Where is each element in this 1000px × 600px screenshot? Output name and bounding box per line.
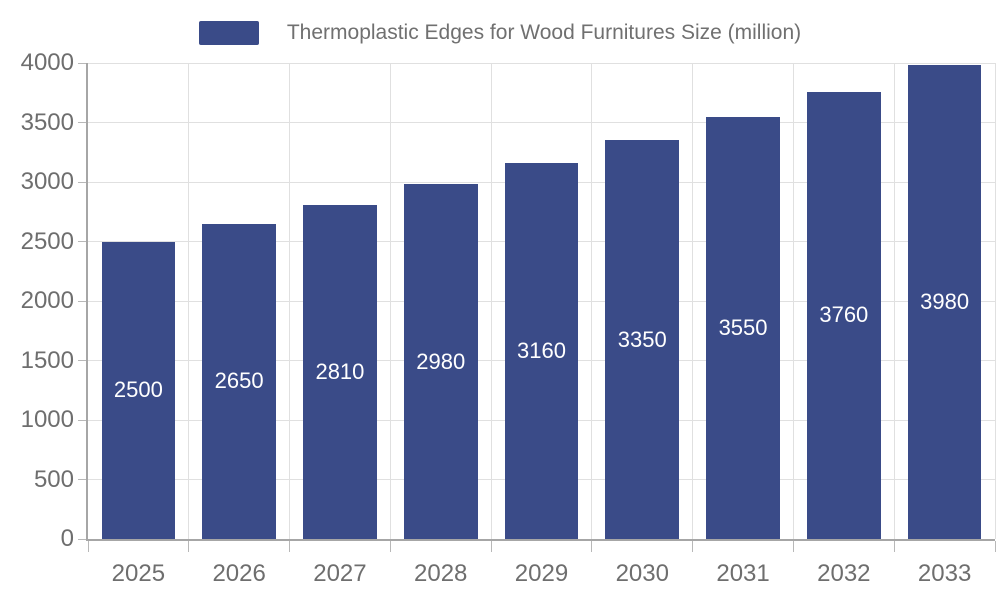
x-axis-tick bbox=[994, 541, 996, 552]
x-axis-tick-label: 2029 bbox=[514, 560, 569, 587]
x-axis-tick bbox=[692, 541, 694, 552]
y-axis-tick-label: 1500 bbox=[20, 346, 74, 374]
bar[interactable]: 3760 bbox=[807, 91, 881, 539]
x-axis-tick bbox=[389, 541, 391, 552]
x-axis-tick bbox=[87, 541, 89, 552]
x-axis-tick bbox=[792, 541, 794, 552]
y-axis-tick-label: 3500 bbox=[20, 108, 74, 136]
y-axis-tick bbox=[78, 538, 88, 540]
x-axis-tick-label: 2025 bbox=[111, 560, 166, 587]
y-axis-tick-label: 4000 bbox=[20, 49, 74, 76]
x-axis-tick-label: 2033 bbox=[917, 560, 972, 587]
y-axis-tick-label: 3000 bbox=[20, 168, 74, 195]
bar-value-label: 2980 bbox=[416, 348, 466, 374]
x-axis-tick bbox=[289, 541, 291, 552]
y-axis-tick bbox=[78, 62, 88, 64]
x-axis-line bbox=[86, 539, 995, 541]
gridline-horizontal bbox=[88, 62, 995, 64]
y-axis-tick bbox=[78, 300, 88, 302]
gridline-vertical bbox=[893, 63, 895, 539]
x-axis-tick-label: 2026 bbox=[212, 560, 266, 587]
bar-value-label: 2810 bbox=[315, 358, 365, 384]
bar-value-label: 2500 bbox=[113, 377, 163, 403]
gridline-vertical bbox=[591, 63, 593, 539]
gridline-vertical bbox=[389, 63, 391, 539]
y-axis-line bbox=[86, 63, 88, 541]
bar-value-label: 3160 bbox=[517, 337, 566, 363]
gridline-vertical bbox=[692, 63, 694, 539]
y-axis-tick bbox=[78, 419, 88, 421]
y-axis-tick bbox=[78, 241, 88, 242]
gridline-vertical bbox=[792, 63, 794, 539]
legend-swatch[interactable] bbox=[198, 21, 259, 45]
gridline-vertical bbox=[490, 63, 492, 539]
bar[interactable]: 2650 bbox=[202, 223, 276, 539]
bar[interactable]: 3350 bbox=[605, 140, 680, 539]
y-axis-tick bbox=[78, 360, 88, 361]
y-axis-tick-label: 2500 bbox=[20, 227, 74, 255]
legend[interactable]: Thermoplastic Edges for Wood Furnitures … bbox=[0, 20, 1000, 46]
x-axis-tick-label: 2032 bbox=[817, 560, 871, 587]
y-axis-tick bbox=[78, 479, 88, 480]
x-axis-tick-label: 2028 bbox=[414, 560, 468, 587]
x-axis-tick-label: 2027 bbox=[313, 560, 367, 587]
bar[interactable]: 2980 bbox=[403, 184, 478, 539]
x-axis-tick-label: 2030 bbox=[615, 560, 669, 587]
gridline-horizontal bbox=[88, 122, 995, 123]
bar[interactable]: 2500 bbox=[101, 241, 176, 539]
x-axis-tick bbox=[893, 541, 895, 552]
bar-value-label: 3350 bbox=[617, 326, 667, 352]
x-axis-tick-label: 2031 bbox=[716, 560, 770, 587]
y-axis-tick-label: 2000 bbox=[20, 287, 74, 314]
y-axis-tick-label: 500 bbox=[33, 465, 74, 493]
x-axis-tick bbox=[591, 541, 593, 552]
legend-label[interactable]: Thermoplastic Edges for Wood Furnitures … bbox=[286, 21, 802, 44]
bar-value-label: 3550 bbox=[718, 314, 768, 340]
bar-value-label: 3980 bbox=[920, 289, 970, 315]
bar[interactable]: 3550 bbox=[706, 116, 780, 539]
gridline-vertical bbox=[289, 63, 291, 539]
y-axis-tick-label: 0 bbox=[60, 525, 74, 552]
gridline-vertical bbox=[188, 63, 190, 539]
bar-value-label: 3760 bbox=[819, 302, 869, 328]
bar-value-label: 2650 bbox=[214, 368, 264, 394]
x-axis-tick bbox=[490, 541, 492, 552]
bar[interactable]: 2810 bbox=[303, 204, 377, 539]
bar[interactable]: 3160 bbox=[504, 162, 579, 539]
y-axis-tick bbox=[78, 122, 88, 123]
bar[interactable]: 3980 bbox=[907, 65, 982, 539]
y-axis-tick bbox=[78, 181, 88, 183]
x-axis-tick bbox=[188, 541, 190, 552]
gridline-vertical bbox=[994, 63, 996, 539]
y-axis-tick-label: 1000 bbox=[20, 406, 74, 433]
